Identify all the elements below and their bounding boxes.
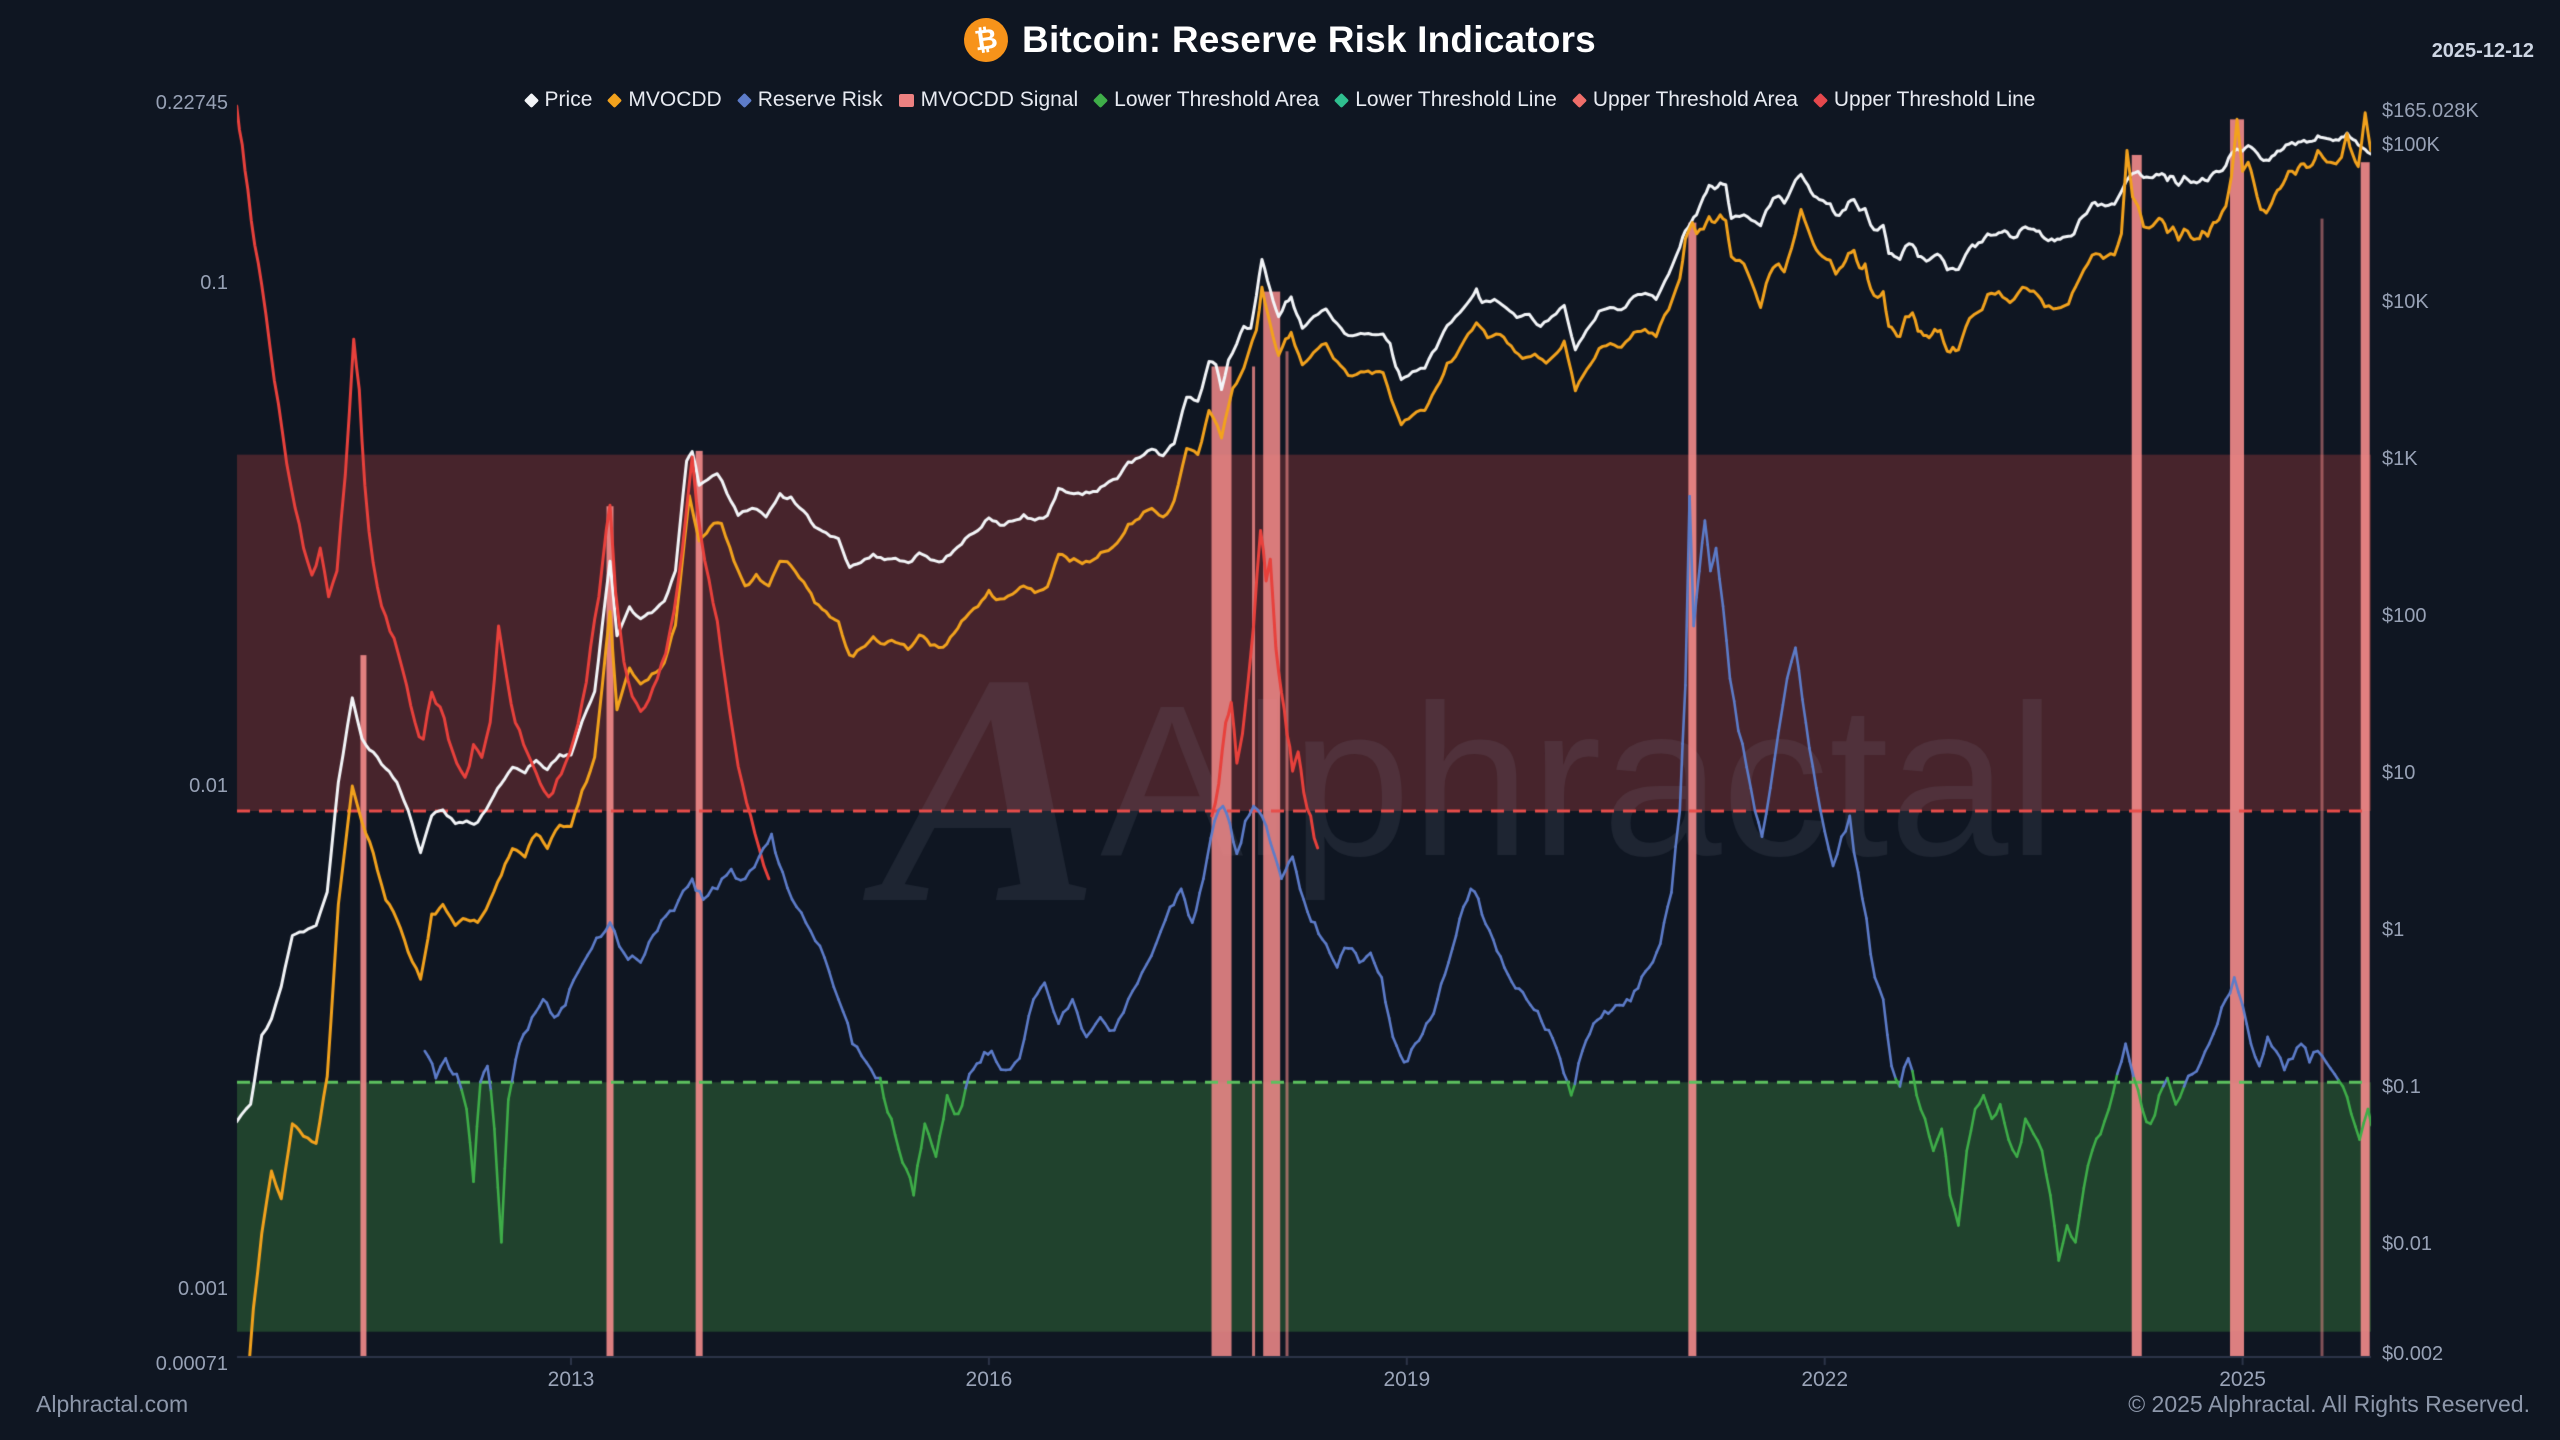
legend-item-mvocdd[interactable]: MVOCDD <box>607 88 722 112</box>
right-axis-tick-0002: $0.002 <box>2382 1342 2444 1365</box>
right-axis-tick-1: $1 <box>2382 919 2405 941</box>
copyright-text: © 2025 Alphractal. All Rights Reserved. <box>2128 1391 2530 1417</box>
diamond-marker-icon <box>523 92 539 108</box>
right-axis-tick-100: $100 <box>2382 605 2427 627</box>
left-axis-tick-0.00071: 0.00071 <box>155 1352 228 1375</box>
left-axis-tick-0.1: 0.1 <box>200 272 228 294</box>
left-axis-tick-0.01: 0.01 <box>189 775 228 797</box>
legend-label: MVOCDD <box>628 88 722 111</box>
legend-item-lower-threshold-area[interactable]: Lower Threshold Area <box>1093 88 1320 112</box>
diamond-marker-icon <box>736 92 752 108</box>
legend-label: Lower Threshold Line <box>1355 88 1557 111</box>
x-axis-tick-2022: 2022 <box>1801 1368 1849 1391</box>
legend-label: Price <box>544 88 593 111</box>
x-axis-tick-2016: 2016 <box>965 1368 1013 1391</box>
legend-item-upper-threshold-area[interactable]: Upper Threshold Area <box>1571 88 1798 112</box>
site-link[interactable]: Alphractal.com <box>36 1391 189 1417</box>
diamond-marker-icon <box>607 92 623 108</box>
legend-item-lower-threshold-line[interactable]: Lower Threshold Line <box>1334 88 1557 112</box>
right-axis-tick-10: $10 <box>2382 762 2416 784</box>
diamond-marker-icon <box>1812 92 1828 108</box>
page-title: Bitcoin: Reserve Risk Indicators <box>1022 19 1596 60</box>
legend-label: MVOCDD Signal <box>920 88 1079 111</box>
left-axis-tick-0.001: 0.001 <box>177 1278 228 1300</box>
diamond-marker-icon <box>1093 92 1109 108</box>
bitcoin-icon: ₿ <box>961 15 1011 65</box>
left-axis-tick-0.22745: 0.22745 <box>155 92 228 115</box>
diamond-marker-icon <box>1571 92 1587 108</box>
x-axis-tick-2019: 2019 <box>1383 1368 1431 1391</box>
header: ₿ Bitcoin: Reserve Risk Indicators <box>0 15 2560 65</box>
legend-label: Reserve Risk <box>757 88 883 111</box>
x-axis-tick-2013: 2013 <box>547 1368 595 1391</box>
x-axis-tick-2025: 2025 <box>2219 1368 2266 1391</box>
chart-date: 2025-12-12 <box>2431 40 2534 62</box>
legend-label: Upper Threshold Line <box>1833 88 2036 111</box>
legend-item-price[interactable]: Price <box>523 88 593 112</box>
square-marker-icon <box>898 93 914 107</box>
legend-label: Lower Threshold Area <box>1114 88 1320 111</box>
legend-label: Upper Threshold Area <box>1592 88 1798 111</box>
legend-item-upper-threshold-line[interactable]: Upper Threshold Line <box>1812 88 2036 112</box>
right-axis-tick-100K: $100K <box>2382 134 2440 156</box>
right-axis-tick-001: $0.01 <box>2382 1233 2433 1255</box>
diamond-marker-icon <box>1334 92 1350 108</box>
right-axis-tick-1K: $1K <box>2382 448 2418 470</box>
right-axis-tick-165028K: $165.028K <box>2382 99 2479 122</box>
right-axis-tick-01: $0.1 <box>2382 1076 2421 1098</box>
legend-item-mvocdd-signal[interactable]: MVOCDD Signal <box>898 88 1079 112</box>
right-axis-tick-10K: $10K <box>2382 291 2429 313</box>
legend: Price MVOCDD Reserve Risk MVOCDD Signal Lowe… <box>0 88 2560 112</box>
legend-item-reserve-risk[interactable]: Reserve Risk <box>736 88 883 112</box>
